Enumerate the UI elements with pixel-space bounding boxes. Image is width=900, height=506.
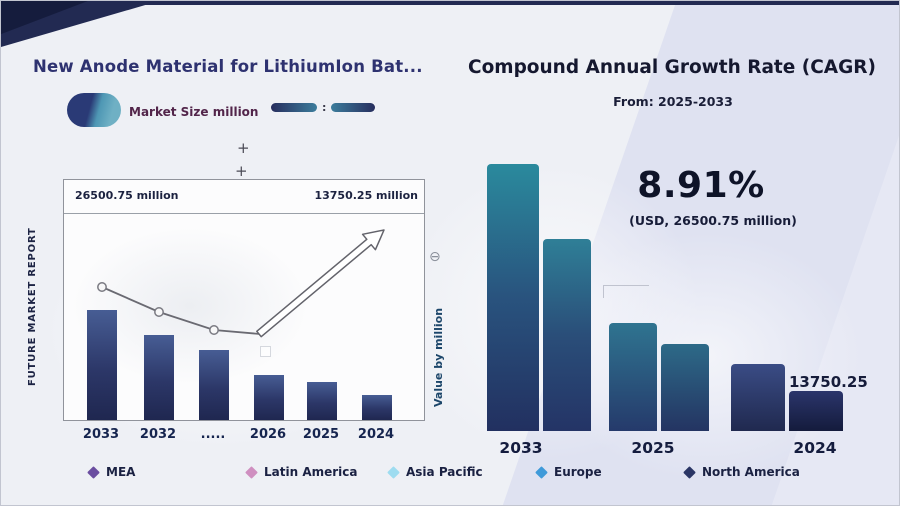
cagr-value: 8.91% <box>637 165 765 206</box>
left-bar-3 <box>254 375 284 420</box>
chart-top-rule <box>64 213 424 214</box>
right-bar-2024-1 <box>731 364 785 431</box>
right-bar-2024-2 <box>789 391 843 431</box>
left-axis-label-3: 2026 <box>249 427 287 442</box>
right-chart-title: Compound Annual Growth Rate (CAGR) <box>468 57 876 78</box>
deco-square <box>260 346 271 357</box>
legend-item-asia-pacific: Asia Pacific <box>387 465 483 479</box>
left-axis-label-4: 2025 <box>302 427 340 442</box>
left-bar-5 <box>362 395 392 420</box>
right-bar-2025-2 <box>661 344 709 431</box>
market-size-legend-icon <box>67 93 121 127</box>
plus-icon: + <box>237 139 250 157</box>
minus-circle-icon: ⊖ <box>429 249 441 265</box>
legend-item-latin-america: Latin America <box>245 465 358 479</box>
trend-line-arrow <box>97 229 385 338</box>
left-bar-4 <box>307 382 337 420</box>
gradient-pill-icon <box>331 103 376 112</box>
left-bar-chart: 26500.75 million 13750.25 million <box>63 179 425 421</box>
step-line-decoration <box>603 285 649 298</box>
legend-label-asia-pacific: Asia Pacific <box>406 465 483 479</box>
asia-pacific-marker-icon <box>387 465 400 479</box>
right-bar-2033-2 <box>543 239 591 431</box>
gradient-pill-icon <box>271 103 317 112</box>
left-chart-title: New Anode Material for LithiumIon Bat... <box>33 57 423 76</box>
left-x-axis: 2033 2032..... 2026 2025 2024 <box>63 427 425 447</box>
region-legend: MEA Latin America Asia Pacific Europe North … <box>1 465 899 491</box>
left-axis-label-0: 2033 <box>82 427 120 442</box>
legend-label-mea: MEA <box>106 465 136 479</box>
right-x-axis: 2033 2025 2024 <box>1 439 899 461</box>
corner-triangle <box>1 1 159 47</box>
legend-item-north-america: North America <box>683 465 800 479</box>
gradient-pill-legend: : <box>271 101 376 114</box>
right-axis-label-2: 2024 <box>793 439 837 457</box>
left-bar-2 <box>199 350 229 420</box>
legend-label-north-america: North America <box>702 465 800 479</box>
cagr-detail: (USD, 26500.75 million) <box>629 213 797 228</box>
right-y-axis-label: Value by million <box>432 307 445 407</box>
north-america-marker-icon <box>683 465 696 479</box>
right-axis-label-1: 2025 <box>631 439 675 457</box>
europe-marker-icon <box>535 465 548 479</box>
right-chart-subtitle: From: 2025-2033 <box>613 94 733 109</box>
max-value-annotation: 26500.75 million <box>75 189 179 202</box>
market-size-legend-label: Market Size million <box>129 105 259 119</box>
right-bar-2025-1 <box>609 323 657 431</box>
latin-america-marker-icon <box>245 465 258 479</box>
corner-triangle-inner <box>1 1 88 35</box>
legend-label-latin-america: Latin America <box>264 465 358 479</box>
left-y-axis-label: FUTURE MARKET REPORT <box>27 227 38 387</box>
left-bar-1 <box>144 335 174 420</box>
left-bar-0 <box>87 310 117 420</box>
right-axis-label-0: 2033 <box>499 439 543 457</box>
right-bar-2033-1 <box>487 164 539 431</box>
mea-marker-icon <box>87 465 100 479</box>
left-axis-label-5: 2024 <box>357 427 395 442</box>
legend-label-europe: Europe <box>554 465 602 479</box>
legend-item-mea: MEA <box>87 465 136 479</box>
legend-item-europe: Europe <box>535 465 602 479</box>
right-bar-value-label: 13750.25 <box>789 373 868 391</box>
left-axis-label-1: 2032 <box>139 427 177 442</box>
pill-separator: : <box>322 101 327 114</box>
end-value-annotation: 13750.25 million <box>314 189 418 202</box>
plus-icon: + <box>235 162 248 180</box>
top-accent-strip <box>1 1 899 5</box>
left-axis-label-2: ..... <box>200 427 226 442</box>
